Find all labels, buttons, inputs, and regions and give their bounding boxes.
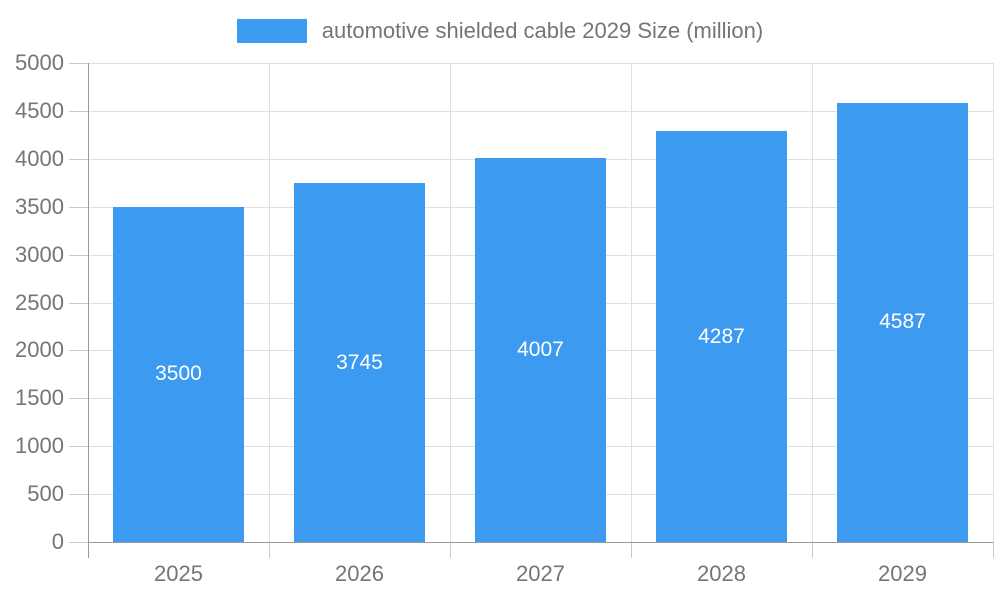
- y-tick-label: 4000: [15, 145, 64, 171]
- legend-swatch: [236, 19, 307, 43]
- bar-value-label: 4587: [879, 310, 926, 334]
- bar-2028[interactable]: 4287: [656, 131, 787, 542]
- legend-item[interactable]: automotive shielded cable 2029 Size (mil…: [0, 18, 1000, 44]
- bar-value-label: 4007: [517, 338, 564, 362]
- bar-value-label: 3745: [336, 350, 383, 374]
- y-tick-label: 500: [27, 481, 64, 507]
- y-tick-label: 3000: [15, 241, 64, 267]
- bar-2029[interactable]: 4587: [837, 102, 968, 542]
- x-tick-label: 2026: [335, 561, 384, 586]
- y-axis-tick: [69, 254, 88, 256]
- y-tick-label: 2000: [15, 337, 64, 363]
- v-gridline: [269, 63, 270, 542]
- x-axis-labels: 2025 2026 2027 2028 2029: [88, 561, 993, 591]
- y-axis-tick: [69, 158, 88, 160]
- y-axis-tick: [69, 206, 88, 208]
- y-axis-tick: [69, 542, 88, 543]
- y-axis-tick: [69, 494, 88, 496]
- v-gridline: [450, 63, 451, 542]
- x-tick-label: 2029: [878, 561, 927, 586]
- v-gridline: [812, 63, 813, 542]
- x-axis-tick: [450, 542, 451, 558]
- y-axis-tick: [69, 398, 88, 400]
- y-axis-tick: [69, 110, 88, 112]
- legend-label: automotive shielded cable 2029 Size (mil…: [321, 18, 764, 43]
- x-axis-tick: [993, 542, 994, 558]
- h-gridline: [88, 110, 993, 112]
- y-axis-tick: [69, 446, 88, 448]
- y-axis-tick: [69, 63, 88, 64]
- h-gridline: [88, 63, 993, 64]
- y-tick-label: 0: [51, 529, 64, 554]
- x-tick-label: 2025: [154, 561, 203, 586]
- x-axis-line: [88, 542, 993, 543]
- bar-value-label: 3500: [155, 362, 202, 386]
- bar-value-label: 4287: [698, 324, 745, 348]
- y-axis-tick: [69, 302, 88, 304]
- x-axis-tick: [631, 542, 632, 558]
- bar-2027[interactable]: 4007: [475, 158, 606, 542]
- v-gridline: [631, 63, 632, 542]
- y-tick-label: 1000: [15, 433, 64, 459]
- v-gridline: [993, 63, 994, 542]
- y-tick-label: 5000: [15, 50, 64, 75]
- plot-area: 3500 3745 4007 4287 4587: [69, 63, 994, 558]
- x-axis-tick: [269, 542, 270, 558]
- y-axis-tick: [69, 350, 88, 352]
- y-axis-line: [88, 63, 89, 558]
- bar-2025[interactable]: 3500: [113, 206, 244, 542]
- x-tick-label: 2028: [697, 561, 746, 586]
- x-axis-tick: [812, 542, 813, 558]
- bar-2026[interactable]: 3745: [294, 183, 425, 542]
- x-tick-label: 2027: [516, 561, 565, 586]
- y-tick-label: 2500: [15, 289, 64, 315]
- y-tick-label: 1500: [15, 385, 64, 411]
- y-axis-labels: 0 500 1000 1500 2000 2500 3000 3500 4000 4500 5000: [0, 50, 64, 554]
- y-tick-label: 3500: [15, 193, 64, 219]
- y-tick-label: 4500: [15, 97, 64, 123]
